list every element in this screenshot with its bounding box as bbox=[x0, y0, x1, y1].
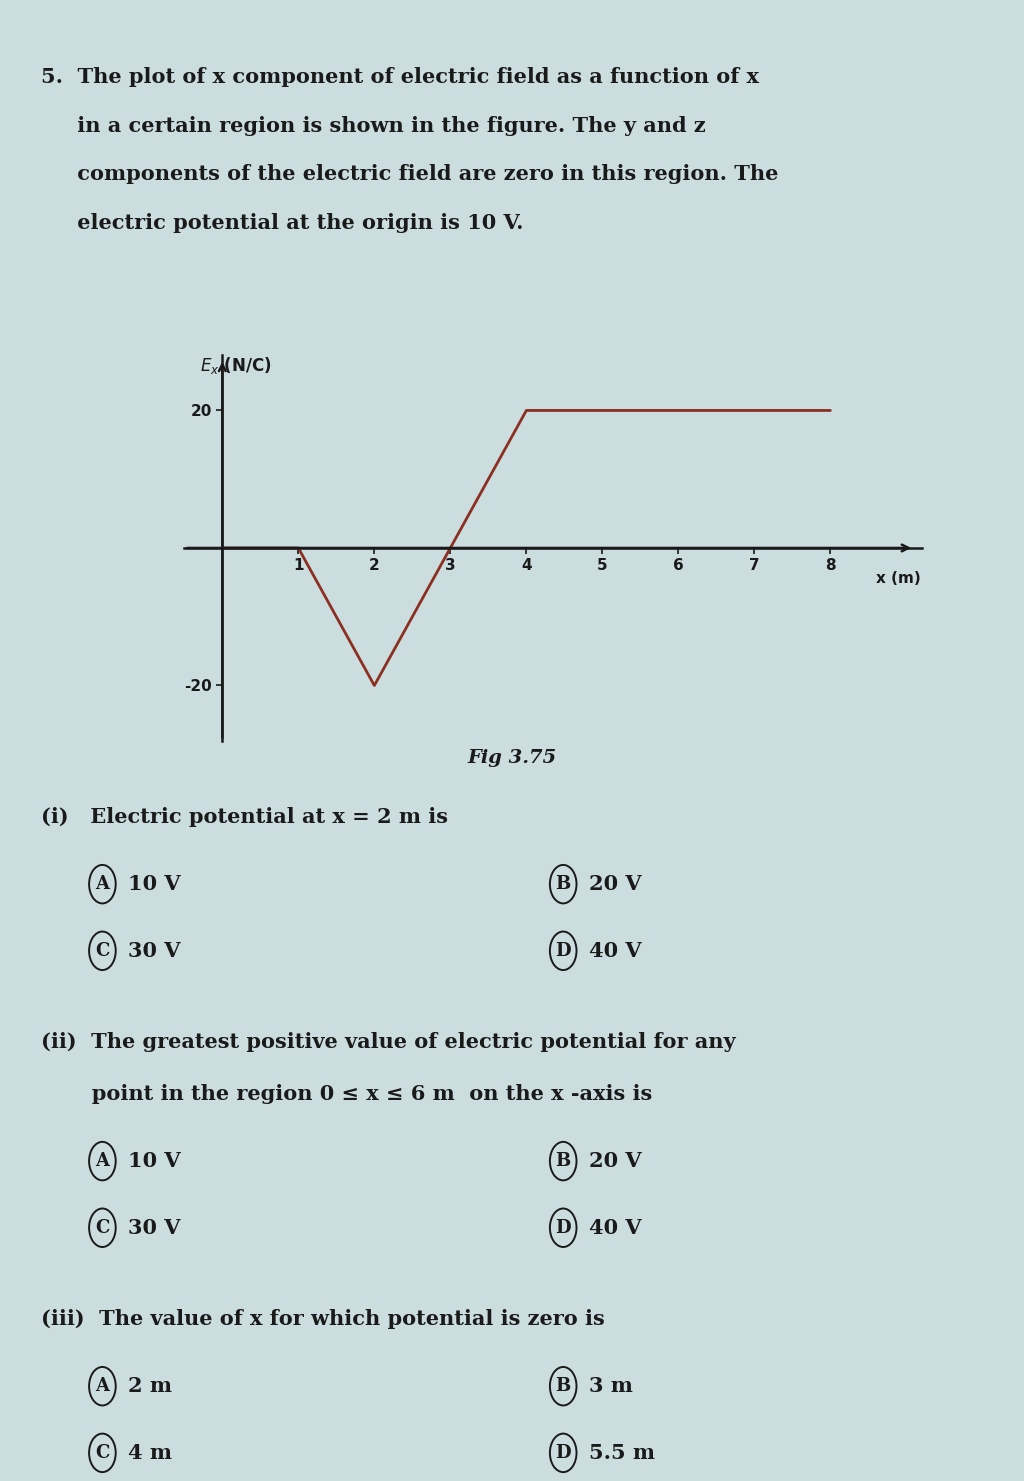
Text: A: A bbox=[95, 875, 110, 893]
Text: x (m): x (m) bbox=[877, 572, 922, 586]
Text: 40 V: 40 V bbox=[589, 940, 641, 961]
Text: 5.  The plot of x component of electric field as a function of x: 5. The plot of x component of electric f… bbox=[41, 67, 759, 87]
Text: components of the electric field are zero in this region. The: components of the electric field are zer… bbox=[41, 164, 778, 185]
Text: D: D bbox=[555, 942, 571, 960]
Text: C: C bbox=[95, 1219, 110, 1237]
Text: D: D bbox=[555, 1219, 571, 1237]
Text: 20 V: 20 V bbox=[589, 874, 641, 895]
Text: (ii)  The greatest positive value of electric potential for any: (ii) The greatest positive value of elec… bbox=[41, 1032, 735, 1053]
Text: 40 V: 40 V bbox=[589, 1217, 641, 1238]
Text: B: B bbox=[556, 875, 570, 893]
Text: C: C bbox=[95, 1444, 110, 1462]
Text: electric potential at the origin is 10 V.: electric potential at the origin is 10 V… bbox=[41, 213, 523, 234]
Text: B: B bbox=[556, 1377, 570, 1395]
Text: 30 V: 30 V bbox=[128, 1217, 180, 1238]
Text: 4 m: 4 m bbox=[128, 1442, 172, 1463]
Text: Fig 3.75: Fig 3.75 bbox=[467, 749, 557, 767]
Text: 5.5 m: 5.5 m bbox=[589, 1442, 654, 1463]
Text: 20 V: 20 V bbox=[589, 1151, 641, 1171]
Text: A: A bbox=[95, 1377, 110, 1395]
Text: (iii)  The value of x for which potential is zero is: (iii) The value of x for which potential… bbox=[41, 1309, 605, 1330]
Text: in a certain region is shown in the figure. The y and z: in a certain region is shown in the figu… bbox=[41, 116, 706, 136]
Text: $E_x$ (N/C): $E_x$ (N/C) bbox=[200, 355, 271, 376]
Text: A: A bbox=[95, 1152, 110, 1170]
Text: B: B bbox=[556, 1152, 570, 1170]
Text: 10 V: 10 V bbox=[128, 874, 180, 895]
Text: 3 m: 3 m bbox=[589, 1376, 633, 1397]
Text: point in the region 0 ≤ x ≤ 6 m  on the x -axis is: point in the region 0 ≤ x ≤ 6 m on the x… bbox=[41, 1084, 652, 1105]
Text: (i)   Electric potential at x = 2 m is: (i) Electric potential at x = 2 m is bbox=[41, 807, 447, 828]
Text: 10 V: 10 V bbox=[128, 1151, 180, 1171]
Text: 2 m: 2 m bbox=[128, 1376, 172, 1397]
Text: C: C bbox=[95, 942, 110, 960]
Text: 30 V: 30 V bbox=[128, 940, 180, 961]
Text: D: D bbox=[555, 1444, 571, 1462]
